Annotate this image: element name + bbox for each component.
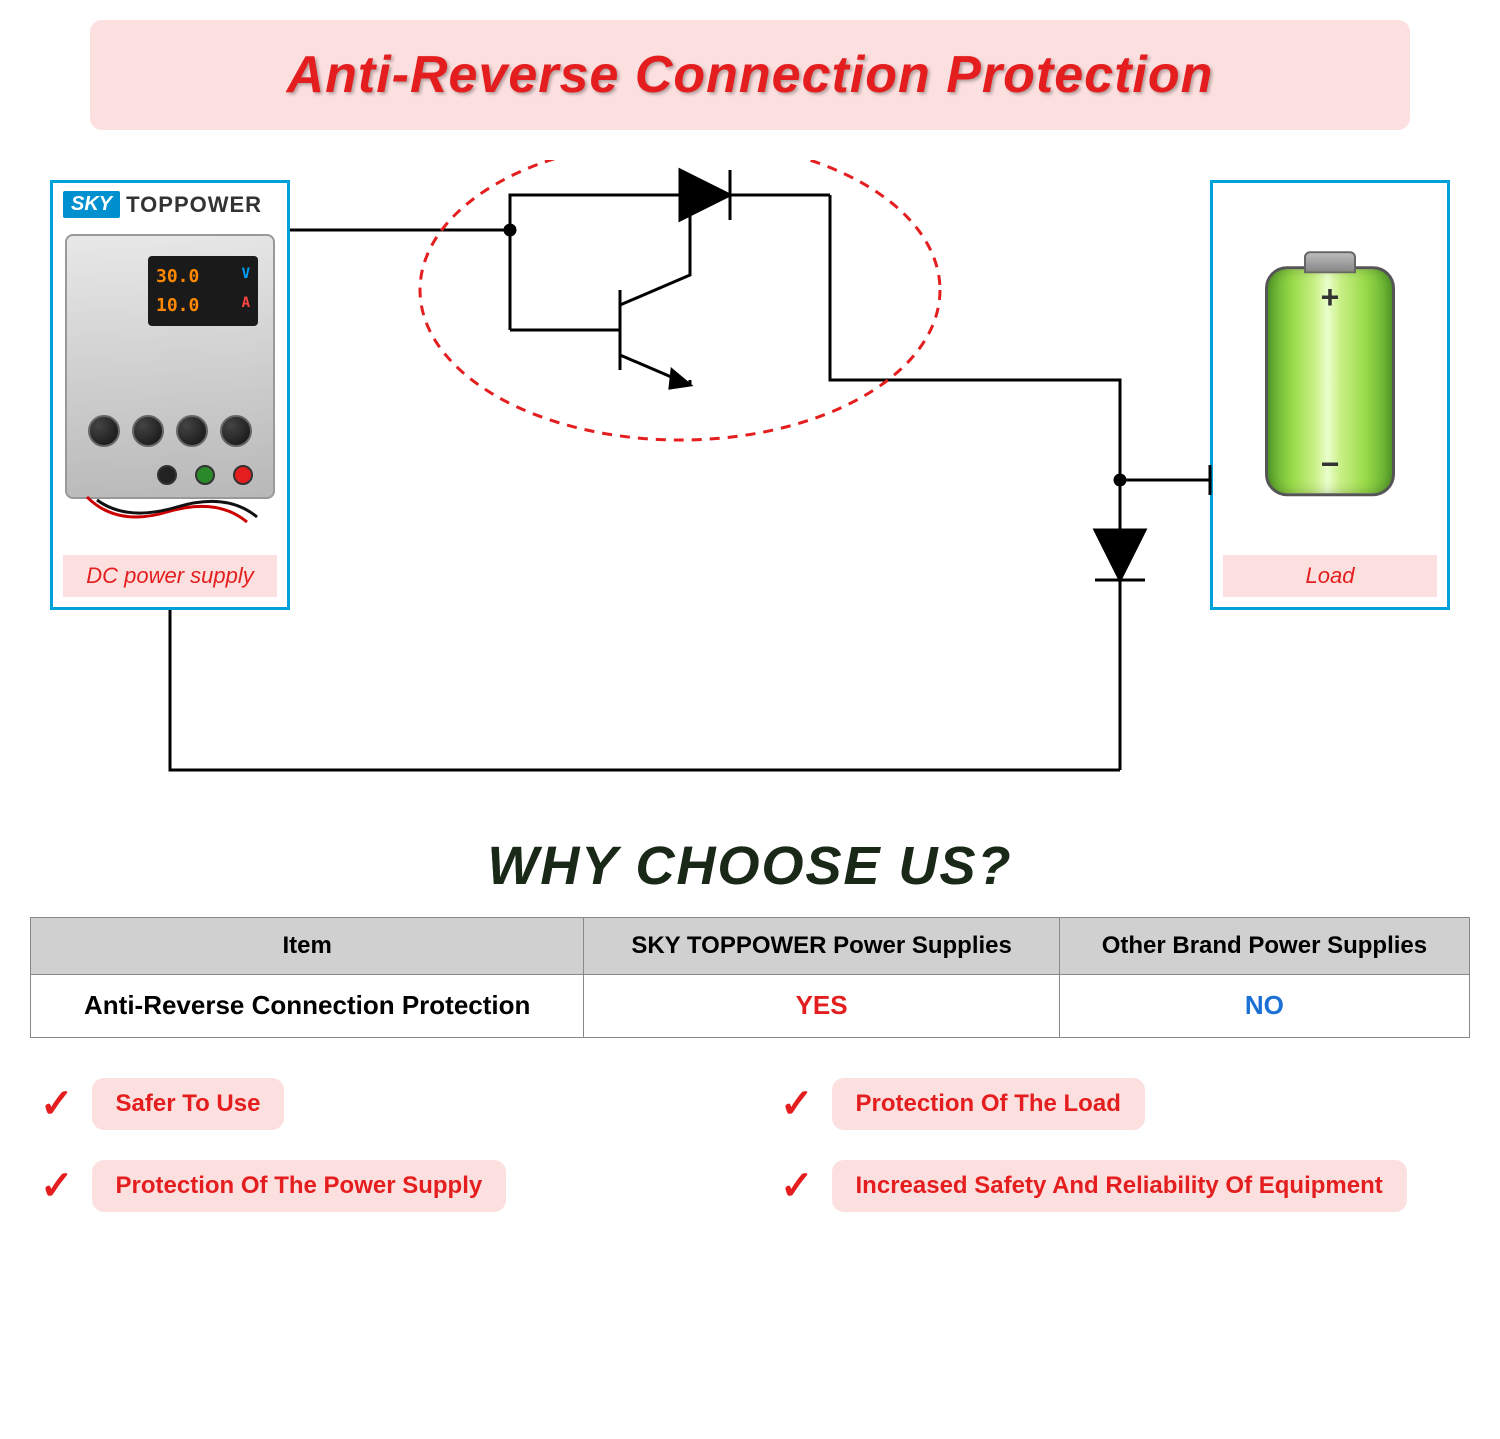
checkmark-icon: ✓ — [780, 1081, 814, 1127]
psu-current-readout: 10.0 A — [156, 295, 250, 316]
brand-sky: SKY — [63, 191, 120, 218]
protection-highlight — [420, 160, 940, 440]
psu-voltage-unit: V — [242, 266, 250, 287]
benefit-item: ✓ Safer To Use — [40, 1078, 720, 1130]
table-header-row: Item SKY TOPPOWER Power Supplies Other B… — [31, 918, 1470, 975]
load-label: Load — [1223, 555, 1437, 597]
battery-minus: − — [1321, 446, 1340, 483]
benefit-label: Protection Of The Power Supply — [92, 1160, 507, 1212]
brand-row: SKY TOPPOWER — [53, 183, 287, 226]
psu-knob — [132, 415, 164, 447]
psu-voltage-value: 30.0 — [156, 266, 199, 287]
battery-plus: + — [1321, 279, 1340, 316]
benefit-label: Increased Safety And Reliability Of Equi… — [832, 1160, 1407, 1212]
table-header-skytoppower: SKY TOPPOWER Power Supplies — [584, 918, 1059, 975]
terminal-black — [157, 465, 177, 485]
table-cell-no: NO — [1059, 975, 1469, 1038]
benefit-label: Protection Of The Load — [832, 1078, 1145, 1130]
power-supply-box: SKY TOPPOWER 30.0 V 10.0 A — [50, 180, 290, 610]
load-box: + − Load — [1210, 180, 1450, 610]
page-title: Anti-Reverse Connection Protection — [130, 45, 1370, 105]
table-row-label: Anti-Reverse Connection Protection — [31, 975, 584, 1038]
terminal-green — [195, 465, 215, 485]
psu-cables — [77, 492, 277, 532]
table-header-other: Other Brand Power Supplies — [1059, 918, 1469, 975]
table-header-item: Item — [31, 918, 584, 975]
terminal-red — [233, 465, 253, 485]
benefit-item: ✓ Increased Safety And Reliability Of Eq… — [780, 1160, 1460, 1212]
psu-current-unit: A — [242, 295, 250, 316]
psu-knobs — [67, 415, 273, 447]
benefit-item: ✓ Protection Of The Load — [780, 1078, 1460, 1130]
checkmark-icon: ✓ — [780, 1163, 814, 1209]
benefit-label: Safer To Use — [92, 1078, 285, 1130]
power-supply-label: DC power supply — [63, 555, 277, 597]
brand-toppower: TOPPOWER — [126, 192, 262, 218]
benefit-item: ✓ Protection Of The Power Supply — [40, 1160, 720, 1212]
battery-icon: + − — [1265, 266, 1395, 496]
psu-illustration: 30.0 V 10.0 A — [65, 234, 275, 499]
diagram-area: SKY TOPPOWER 30.0 V 10.0 A — [30, 160, 1470, 810]
psu-knob — [220, 415, 252, 447]
title-banner: Anti-Reverse Connection Protection — [90, 20, 1410, 130]
psu-knob — [176, 415, 208, 447]
benefits-grid: ✓ Safer To Use ✓ Protection Of The Load … — [30, 1078, 1470, 1212]
psu-voltage-readout: 30.0 V — [156, 266, 250, 287]
comparison-table: Item SKY TOPPOWER Power Supplies Other B… — [30, 917, 1470, 1038]
checkmark-icon: ✓ — [40, 1081, 74, 1127]
subtitle: WHY CHOOSE US? — [30, 835, 1470, 897]
checkmark-icon: ✓ — [40, 1163, 74, 1209]
table-row: Anti-Reverse Connection Protection YES N… — [31, 975, 1470, 1038]
table-cell-yes: YES — [584, 975, 1059, 1038]
psu-terminals — [157, 465, 253, 485]
psu-knob — [88, 415, 120, 447]
psu-display: 30.0 V 10.0 A — [148, 256, 258, 326]
psu-current-value: 10.0 — [156, 295, 199, 316]
